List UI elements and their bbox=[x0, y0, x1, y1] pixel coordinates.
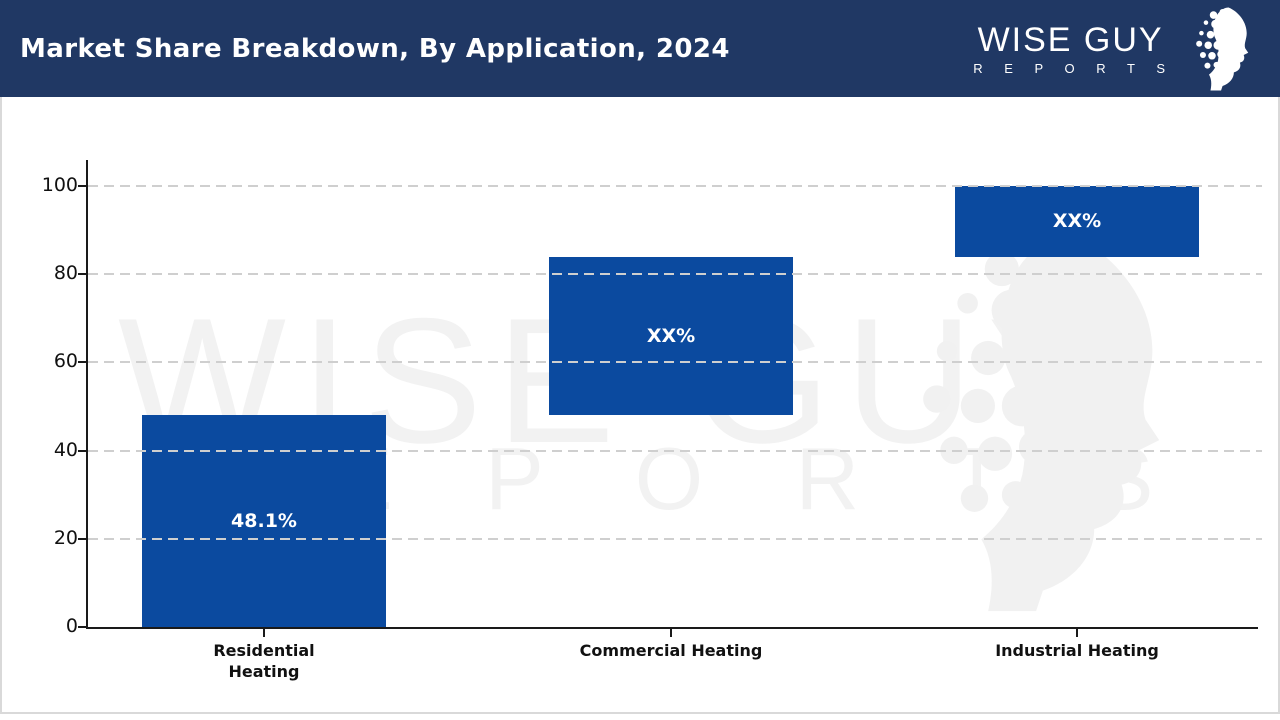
wiseguy-logo: WISE GUY R E P O R T S bbox=[967, 6, 1254, 92]
y-tick-label-100: 100 bbox=[41, 174, 78, 196]
card-border-left bbox=[0, 97, 2, 713]
y-tick-mark-80 bbox=[78, 273, 86, 276]
bar-value-label: 48.1% bbox=[231, 509, 297, 532]
gridline-80 bbox=[88, 273, 1262, 276]
bar-value-label: XX% bbox=[646, 324, 696, 347]
bar-commercial-heating: XX% bbox=[549, 256, 793, 415]
x-tick-label-line: Heating bbox=[228, 661, 300, 681]
x-tick-mark-3 bbox=[1076, 629, 1078, 637]
card-border-right bbox=[1278, 97, 1280, 713]
header: Market Share Breakdown, By Application, … bbox=[0, 0, 1280, 97]
gridline-40 bbox=[88, 449, 1262, 452]
bar-industrial-heating: XX% bbox=[955, 186, 1199, 257]
y-tick-mark-0 bbox=[78, 626, 86, 628]
y-tick-mark-40 bbox=[78, 449, 86, 452]
y-tick-mark-20 bbox=[78, 537, 86, 540]
y-tick-label-0: 0 bbox=[65, 615, 78, 637]
x-tick-label-line: Commercial Heating bbox=[579, 641, 763, 660]
x-tick-label-commercial-heating: Commercial Heating bbox=[549, 641, 793, 662]
y-tick-label-40: 40 bbox=[53, 438, 78, 461]
y-tick-label-80: 80 bbox=[53, 262, 78, 285]
logo-text: WISE GUY R E P O R T S bbox=[967, 23, 1174, 75]
x-tick-label-line: Residential bbox=[213, 641, 315, 660]
logo-reports-text: R E P O R T S bbox=[973, 60, 1174, 76]
gridline-20 bbox=[88, 537, 1262, 540]
x-tick-label-residential-heating: Residential Heating bbox=[142, 641, 386, 683]
x-tick-label-line: Industrial Heating bbox=[995, 641, 1159, 660]
gridline-100 bbox=[88, 185, 1262, 187]
x-tick-mark-1 bbox=[263, 629, 265, 637]
x-tick-label-industrial-heating: Industrial Heating bbox=[955, 641, 1199, 662]
x-tick-mark-2 bbox=[670, 629, 672, 637]
gridline-60 bbox=[88, 361, 1262, 364]
bar-residential-heating: 48.1% bbox=[142, 414, 386, 627]
y-tick-label-60: 60 bbox=[53, 350, 78, 373]
watermark-face-icon bbox=[923, 234, 1160, 612]
y-axis-spine bbox=[86, 160, 88, 628]
x-axis-spine bbox=[86, 627, 1258, 629]
y-tick-label-20: 20 bbox=[53, 526, 78, 549]
logo-wiseguy-text: WISE GUY bbox=[977, 20, 1164, 59]
y-tick-mark-60 bbox=[78, 361, 86, 364]
page-title: Market Share Breakdown, By Application, … bbox=[20, 33, 730, 64]
y-tick-mark-100 bbox=[78, 185, 86, 187]
bar-value-label: XX% bbox=[1052, 210, 1102, 233]
card-border-bottom bbox=[0, 712, 1280, 714]
